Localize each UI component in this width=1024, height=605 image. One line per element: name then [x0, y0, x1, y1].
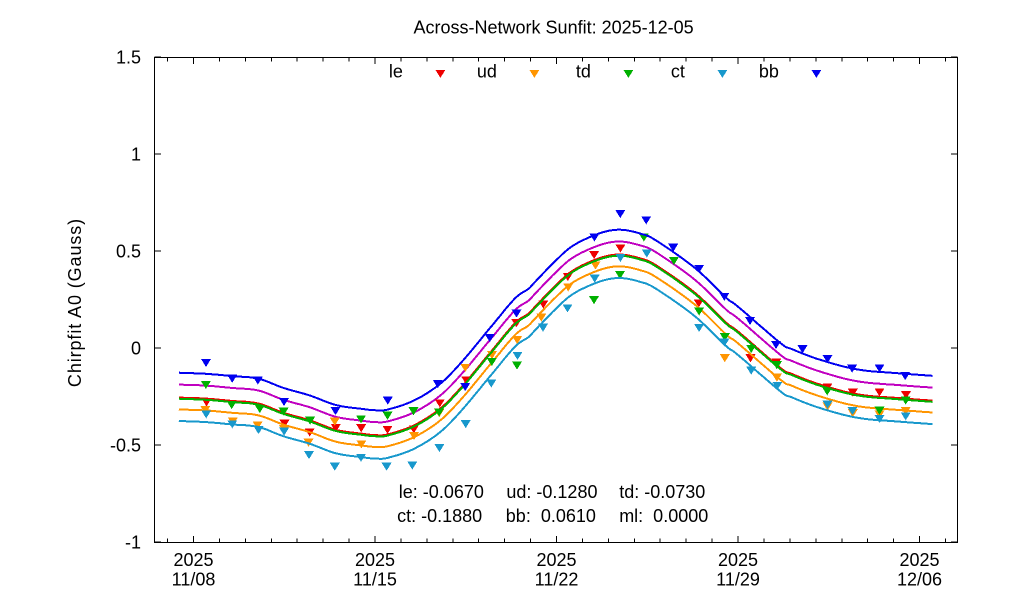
- svg-text:2025: 2025: [173, 550, 213, 570]
- svg-text:-0.5: -0.5: [110, 436, 141, 456]
- svg-text:le: le: [389, 62, 403, 82]
- svg-text:bb: bb: [759, 62, 779, 82]
- svg-text:1: 1: [131, 145, 141, 165]
- svg-text:11/15: 11/15: [353, 570, 397, 590]
- svg-text:ml: 0.0000: ml: 0.0000: [619, 506, 708, 526]
- svg-text:ct: ct: [671, 62, 685, 82]
- svg-text:ud: ud: [477, 62, 497, 82]
- svg-text:ud: -0.1280: ud: -0.1280: [506, 482, 597, 502]
- svg-text:td: td: [576, 62, 591, 82]
- svg-text:0.5: 0.5: [116, 242, 141, 262]
- svg-text:le: -0.0670: le: -0.0670: [399, 482, 484, 502]
- svg-text:bb: 0.0610: bb: 0.0610: [506, 506, 596, 526]
- svg-text:2025: 2025: [355, 550, 395, 570]
- svg-text:0: 0: [131, 339, 141, 359]
- svg-text:11/22: 11/22: [535, 570, 579, 590]
- svg-text:-1: -1: [125, 533, 141, 553]
- svg-text:11/29: 11/29: [716, 570, 760, 590]
- svg-text:td: -0.0730: td: -0.0730: [619, 482, 705, 502]
- svg-text:ct: -0.1880: ct: -0.1880: [397, 506, 482, 526]
- svg-text:Chirpfit A0 (Gauss): Chirpfit A0 (Gauss): [65, 218, 85, 387]
- svg-text:2025: 2025: [718, 550, 758, 570]
- svg-text:11/08: 11/08: [172, 570, 216, 590]
- svg-text:12/06: 12/06: [897, 570, 942, 590]
- svg-text:Across-Network Sunfit: 2025-12: Across-Network Sunfit: 2025-12-05: [414, 18, 694, 38]
- svg-text:1.5: 1.5: [116, 48, 141, 68]
- svg-text:2025: 2025: [536, 550, 576, 570]
- svg-text:2025: 2025: [899, 550, 939, 570]
